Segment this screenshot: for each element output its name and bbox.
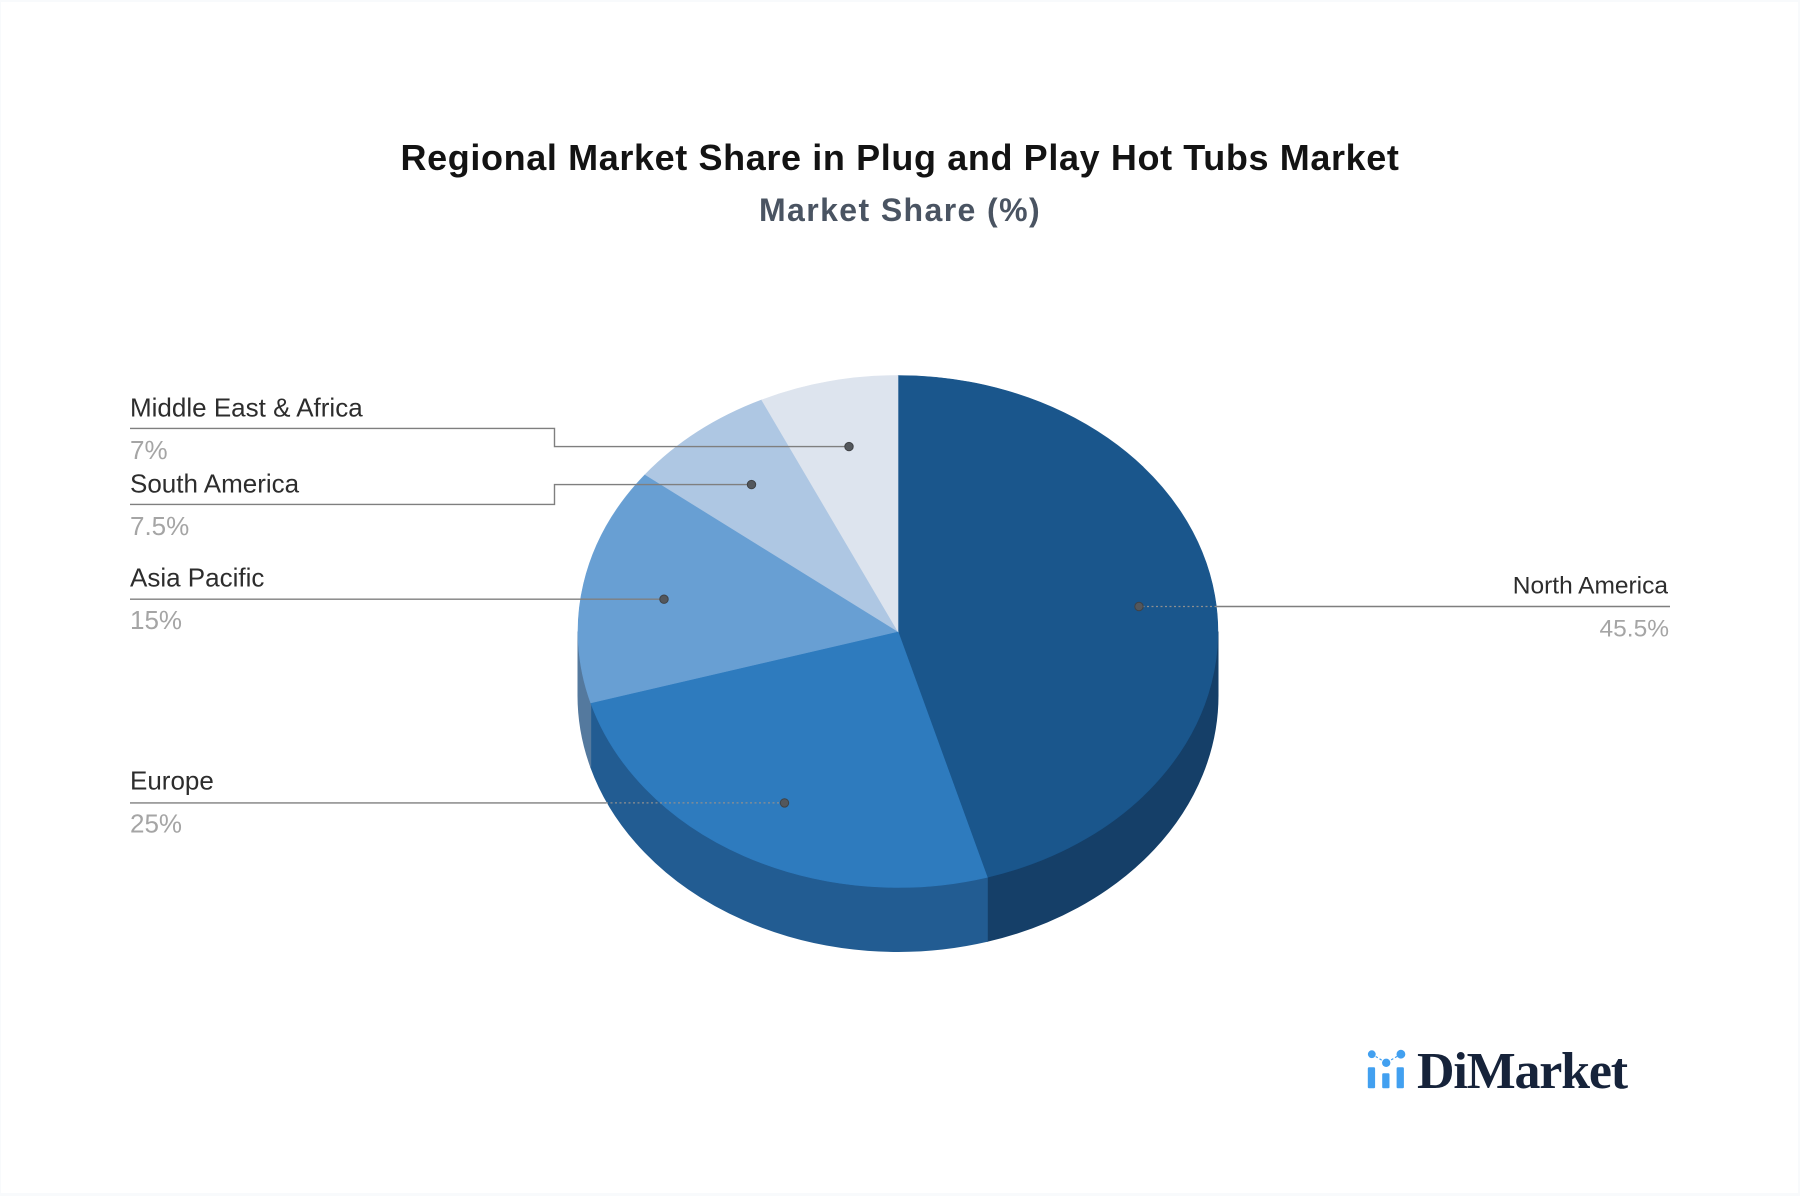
svg-text:Europe: Europe xyxy=(130,765,214,795)
svg-text:Market Share (%): Market Share (%) xyxy=(759,192,1041,228)
svg-text:North America: North America xyxy=(1513,573,1669,600)
svg-text:15%: 15% xyxy=(130,605,182,635)
svg-text:7%: 7% xyxy=(130,435,168,465)
svg-text:DiMarket: DiMarket xyxy=(1417,1043,1629,1100)
svg-text:7.5%: 7.5% xyxy=(130,511,189,541)
svg-text:Middle East & Africa: Middle East & Africa xyxy=(130,392,363,422)
svg-text:25%: 25% xyxy=(130,809,182,839)
svg-text:45.5%: 45.5% xyxy=(1600,615,1669,642)
svg-text:Regional Market Share in Plug: Regional Market Share in Plug and Play H… xyxy=(400,137,1399,178)
svg-text:Asia Pacific: Asia Pacific xyxy=(130,562,264,592)
svg-text:South America: South America xyxy=(130,468,300,498)
